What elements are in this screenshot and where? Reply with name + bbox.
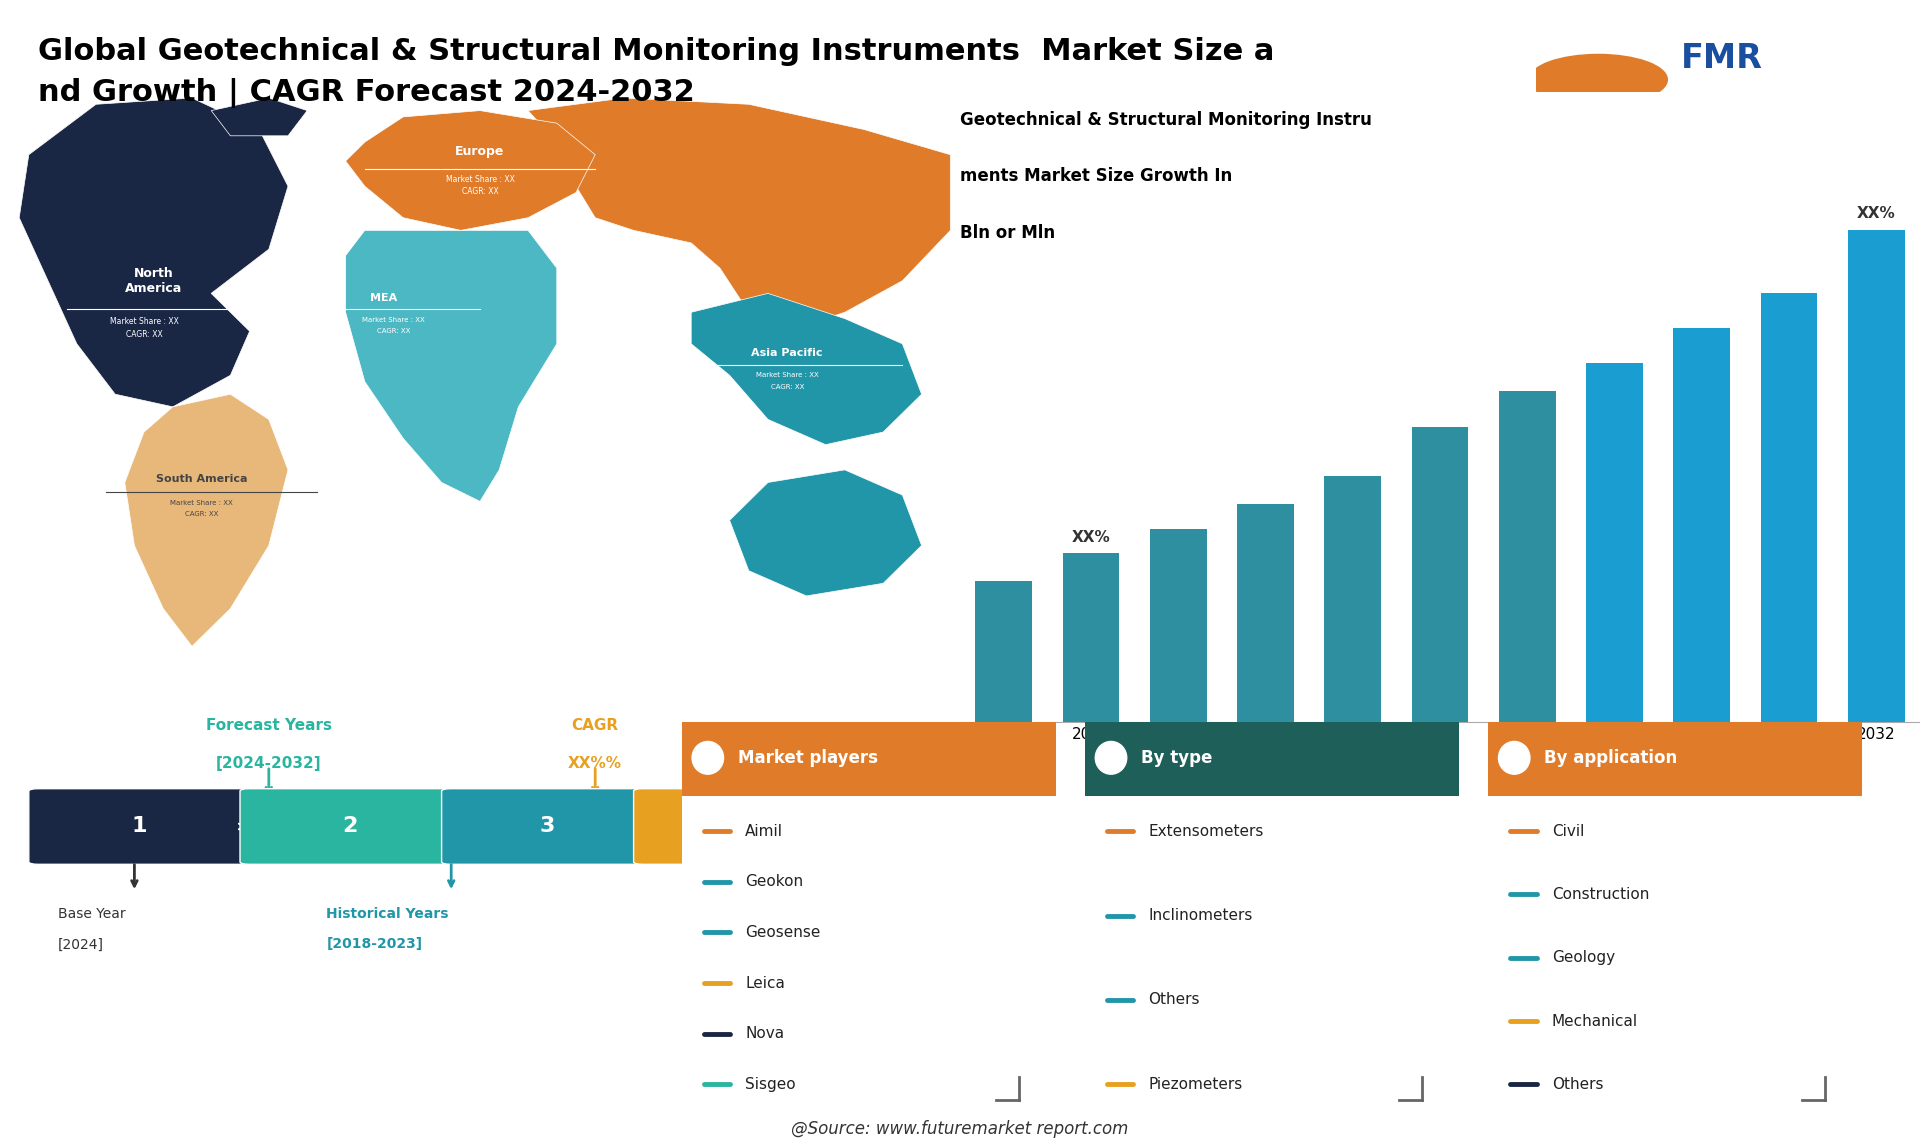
Text: Geology: Geology xyxy=(1551,950,1615,965)
Polygon shape xyxy=(346,110,595,230)
Polygon shape xyxy=(125,394,288,646)
Text: Geosense: Geosense xyxy=(745,925,820,940)
Text: FUTURE MARKET REPORT: FUTURE MARKET REPORT xyxy=(1682,96,1791,105)
FancyBboxPatch shape xyxy=(634,788,845,864)
Text: Historical Years: Historical Years xyxy=(326,908,449,921)
Text: Bln or Mln: Bln or Mln xyxy=(960,223,1056,242)
Text: CAGR: XX: CAGR: XX xyxy=(125,330,163,339)
Text: Piezometers: Piezometers xyxy=(1148,1077,1242,1092)
Polygon shape xyxy=(691,293,922,445)
FancyBboxPatch shape xyxy=(240,788,461,864)
Text: Nova: Nova xyxy=(745,1026,785,1042)
Text: Extensometers: Extensometers xyxy=(1148,824,1263,839)
Text: XX%: XX% xyxy=(1071,529,1110,544)
Circle shape xyxy=(1528,54,1667,104)
FancyBboxPatch shape xyxy=(29,788,250,864)
Text: Market Share : XX: Market Share : XX xyxy=(445,175,515,185)
Bar xyxy=(1500,391,1555,722)
Text: Leica: Leica xyxy=(745,975,785,990)
Text: ments Market Size Growth In: ments Market Size Growth In xyxy=(960,167,1233,186)
Text: [2024-2032]: [2024-2032] xyxy=(215,756,323,771)
Text: Civil: Civil xyxy=(1551,824,1584,839)
Text: [2024]: [2024] xyxy=(58,937,104,951)
Text: Mechanical: Mechanical xyxy=(1551,1013,1638,1028)
Text: 3: 3 xyxy=(540,816,555,837)
Bar xyxy=(1411,426,1469,722)
Circle shape xyxy=(1498,741,1530,775)
FancyBboxPatch shape xyxy=(678,784,1060,1115)
Text: Market Share : XX: Market Share : XX xyxy=(756,372,818,378)
Text: Inclinometers: Inclinometers xyxy=(1148,908,1254,923)
Polygon shape xyxy=(19,99,288,407)
Circle shape xyxy=(691,741,724,775)
Text: MEA: MEA xyxy=(371,293,397,304)
Text: 2: 2 xyxy=(342,816,359,837)
Text: Asia Pacific: Asia Pacific xyxy=(751,348,824,359)
Polygon shape xyxy=(346,230,557,502)
Text: XX%: XX% xyxy=(1857,206,1895,221)
Bar xyxy=(1761,293,1818,722)
Text: CAGR: XX: CAGR: XX xyxy=(770,384,804,390)
Text: Forecast Years: Forecast Years xyxy=(205,719,332,733)
Text: [2018-2023]: [2018-2023] xyxy=(326,937,422,951)
FancyBboxPatch shape xyxy=(442,788,653,864)
Text: CAGR: CAGR xyxy=(572,719,618,733)
Text: By application: By application xyxy=(1544,748,1678,767)
Bar xyxy=(1236,504,1294,722)
Text: Global Geotechnical & Structural Monitoring Instruments  Market Size a: Global Geotechnical & Structural Monitor… xyxy=(38,37,1275,65)
FancyBboxPatch shape xyxy=(1077,720,1467,796)
Text: Others: Others xyxy=(1551,1077,1603,1092)
Text: Market Share : XX: Market Share : XX xyxy=(171,500,232,505)
Text: CAGR: XX: CAGR: XX xyxy=(184,511,219,517)
Text: Aimil: Aimil xyxy=(745,824,783,839)
Text: nd Growth | CAGR Forecast 2024-2032: nd Growth | CAGR Forecast 2024-2032 xyxy=(38,78,695,108)
Text: Construction: Construction xyxy=(1551,887,1649,902)
FancyBboxPatch shape xyxy=(1480,720,1870,796)
Text: 4: 4 xyxy=(732,816,747,837)
Text: North
America: North America xyxy=(125,267,182,295)
Text: FMR: FMR xyxy=(1682,41,1763,74)
Polygon shape xyxy=(211,99,307,136)
Text: XX%%: XX%% xyxy=(568,756,622,771)
Text: Market Share : XX: Market Share : XX xyxy=(109,317,179,327)
Bar xyxy=(1674,328,1730,722)
Polygon shape xyxy=(730,470,922,596)
Text: Base Year: Base Year xyxy=(58,908,125,921)
Circle shape xyxy=(1094,741,1127,775)
Text: Sisgeo: Sisgeo xyxy=(745,1077,797,1092)
Text: Market Share : XX: Market Share : XX xyxy=(363,316,424,323)
Text: Europe: Europe xyxy=(455,146,505,158)
Text: Geokon: Geokon xyxy=(745,874,803,889)
Text: By type: By type xyxy=(1140,748,1212,767)
Text: Others: Others xyxy=(1148,992,1200,1007)
FancyBboxPatch shape xyxy=(1484,784,1866,1115)
Polygon shape xyxy=(528,99,950,331)
Bar xyxy=(1150,528,1206,722)
FancyBboxPatch shape xyxy=(674,720,1064,796)
Bar xyxy=(975,581,1033,722)
Bar xyxy=(1847,229,1905,722)
Bar xyxy=(1062,554,1119,722)
Text: Geotechnical & Structural Monitoring Instru: Geotechnical & Structural Monitoring Ins… xyxy=(960,110,1373,128)
FancyBboxPatch shape xyxy=(1081,784,1463,1115)
Bar xyxy=(1586,363,1644,722)
Text: South America: South America xyxy=(156,474,248,485)
Text: Market players: Market players xyxy=(737,748,877,767)
Text: CAGR: XX: CAGR: XX xyxy=(376,328,411,335)
Text: 1: 1 xyxy=(131,816,148,837)
Text: @Source: www.futuremarket report.com: @Source: www.futuremarket report.com xyxy=(791,1120,1129,1138)
Text: CAGR: XX: CAGR: XX xyxy=(461,187,499,196)
Bar xyxy=(1325,476,1380,722)
